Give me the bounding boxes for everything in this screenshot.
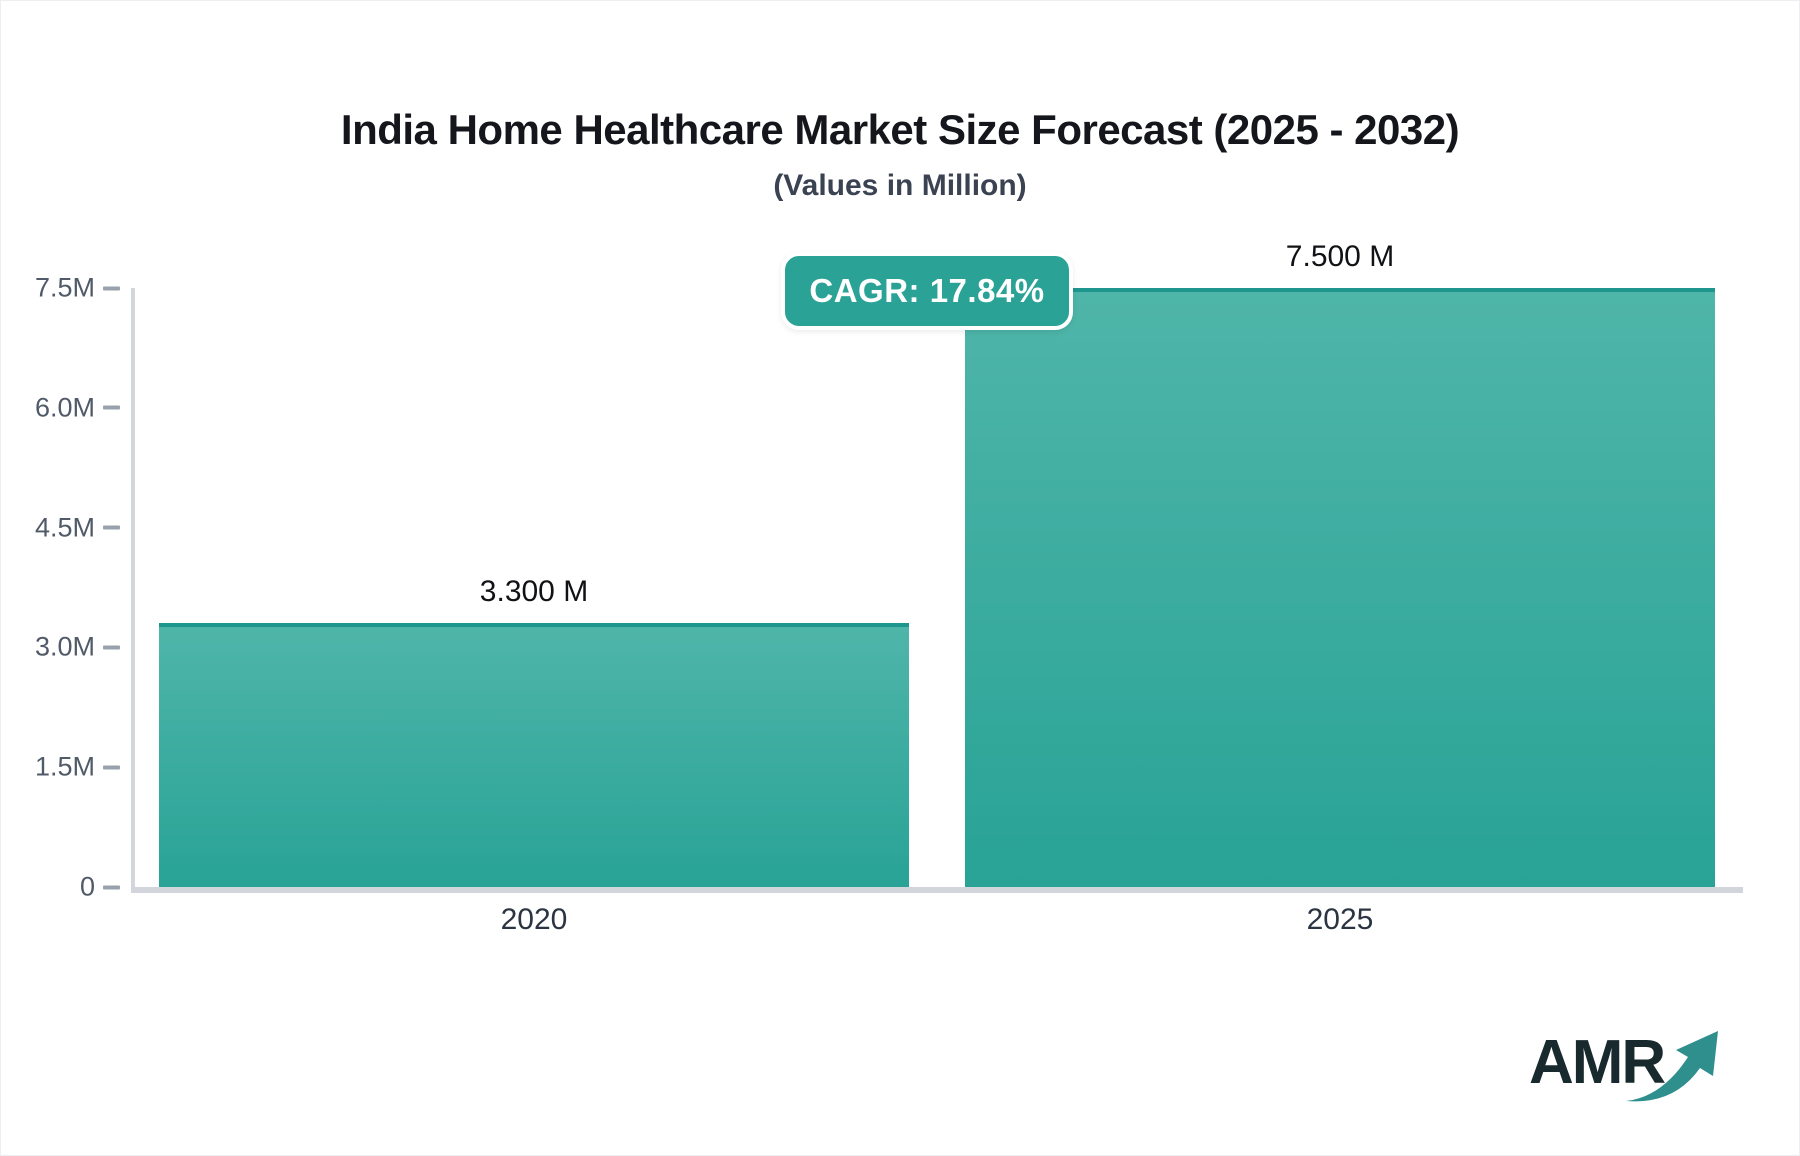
- y-axis-line: [131, 288, 135, 887]
- y-axis: 0 1.5M 3.0M 4.5M 6.0M 7.5M: [1, 273, 131, 902]
- y-tick-mark: [103, 765, 120, 770]
- bar-value-label: 3.300 M: [479, 575, 589, 609]
- amr-logo-text: AMR: [1529, 1028, 1666, 1097]
- plot-area: 0 1.5M 3.0M 4.5M 6.0M 7.5M 3.300 M 7.500 M: [35, 240, 1743, 902]
- cagr-badge: CAGR: 17.84%: [781, 252, 1073, 330]
- y-tick: 3.0M: [35, 632, 131, 663]
- amr-logo: AMR: [1529, 1019, 1719, 1114]
- bars-container: 3.300 M 7.500 M: [131, 240, 1743, 887]
- chart-title: India Home Healthcare Market Size Foreca…: [340, 106, 1460, 153]
- bar-2025: [965, 288, 1715, 887]
- y-tick: 6.0M: [35, 392, 131, 423]
- y-tick: 4.5M: [35, 512, 131, 543]
- bar-value-label: 7.500 M: [1285, 240, 1395, 273]
- growth-arrow-icon: [1626, 1031, 1718, 1102]
- x-axis-labels: 2020 2025: [131, 903, 1743, 943]
- y-tick-label: 3.0M: [34, 631, 95, 662]
- bar-slot: 3.300 M: [131, 288, 937, 887]
- y-tick-label: 1.5M: [34, 751, 95, 782]
- y-tick: 1.5M: [35, 752, 131, 783]
- y-tick-mark: [103, 885, 120, 889]
- bar-2020: [159, 623, 909, 887]
- y-tick-label: 4.5M: [34, 512, 95, 543]
- y-tick-mark: [103, 286, 120, 290]
- y-tick-label: 0: [79, 871, 95, 902]
- y-tick-label: 7.5M: [34, 272, 95, 303]
- x-axis-label: 2020: [500, 903, 568, 936]
- y-tick-mark: [103, 645, 120, 650]
- x-axis-label: 2025: [1306, 903, 1374, 936]
- y-tick-label: 6.0M: [34, 392, 95, 423]
- x-axis-baseline: [131, 887, 1743, 893]
- chart-subtitle: (Values in Million): [773, 169, 1027, 202]
- bar-slot: 7.500 M: [937, 240, 1743, 887]
- y-tick-mark: [103, 525, 120, 530]
- y-tick: 0: [80, 872, 131, 903]
- y-tick-mark: [103, 405, 120, 410]
- y-tick: 7.5M: [35, 273, 131, 304]
